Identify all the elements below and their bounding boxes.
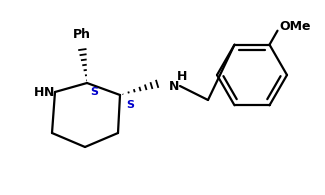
Text: H: H: [34, 85, 44, 98]
Text: H: H: [177, 71, 188, 83]
Text: N: N: [44, 85, 54, 98]
Text: Ph: Ph: [73, 28, 91, 42]
Text: S: S: [126, 100, 134, 110]
Text: N: N: [169, 80, 179, 92]
Text: S: S: [90, 87, 98, 97]
Text: OMe: OMe: [280, 20, 311, 33]
